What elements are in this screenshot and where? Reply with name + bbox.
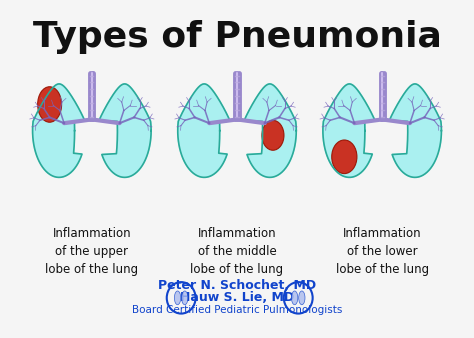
Ellipse shape [174,291,181,305]
Text: Inflammation
of the middle
lobe of the lung: Inflammation of the middle lobe of the l… [191,227,283,276]
Polygon shape [99,84,151,177]
Text: Inflammation
of the lower
lobe of the lung: Inflammation of the lower lobe of the lu… [336,227,428,276]
Ellipse shape [37,87,62,122]
Text: Board Certified Pediatric Pulmonologists: Board Certified Pediatric Pulmonologists [132,305,342,315]
Polygon shape [323,84,375,177]
Polygon shape [389,84,441,177]
Ellipse shape [332,140,357,174]
Ellipse shape [299,291,305,305]
Text: Hauw S. Lie, MD: Hauw S. Lie, MD [180,291,294,304]
Polygon shape [244,84,296,177]
Text: Types of Pneumonia: Types of Pneumonia [33,21,441,54]
Ellipse shape [182,291,188,305]
Ellipse shape [292,291,298,305]
Ellipse shape [262,120,284,150]
Text: Peter N. Schochet, MD: Peter N. Schochet, MD [158,279,316,292]
Polygon shape [178,84,230,177]
Text: Inflammation
of the upper
lobe of the lung: Inflammation of the upper lobe of the lu… [46,227,138,276]
Polygon shape [33,84,85,177]
